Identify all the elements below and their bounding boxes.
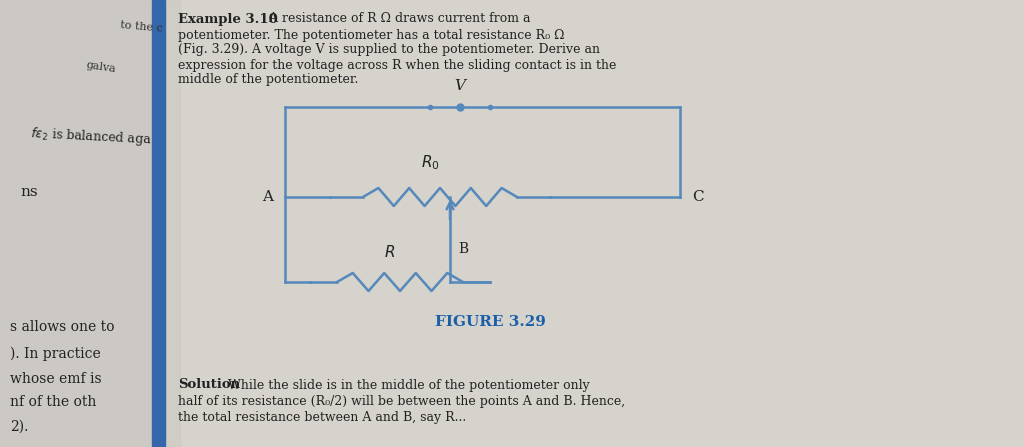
Text: Solution: Solution (178, 379, 240, 392)
Text: $f\varepsilon_2$ is balanced aga: $f\varepsilon_2$ is balanced aga (30, 125, 153, 149)
Text: 2).: 2). (10, 420, 29, 434)
Text: A: A (262, 190, 273, 204)
Text: whose emf is: whose emf is (10, 372, 101, 386)
Text: FIGURE 3.29: FIGURE 3.29 (434, 315, 546, 329)
Text: $R_0$: $R_0$ (421, 153, 439, 172)
Text: galva: galva (85, 60, 116, 74)
Text: the total resistance between A and B, say R...: the total resistance between A and B, sa… (178, 410, 466, 423)
Text: Example 3.10: Example 3.10 (178, 13, 278, 25)
Text: While the slide is in the middle of the potentiometer only: While the slide is in the middle of the … (220, 379, 590, 392)
Text: ns: ns (20, 185, 38, 199)
Bar (165, 0, 180, 447)
Text: $R$: $R$ (384, 244, 395, 260)
Bar (152, 0, 165, 447)
Text: to the c: to the c (120, 20, 164, 34)
Text: A resistance of R Ω draws current from a: A resistance of R Ω draws current from a (265, 13, 530, 25)
Text: half of its resistance (R₀/2) will be between the points A and B. Hence,: half of its resistance (R₀/2) will be be… (178, 395, 625, 408)
Text: B: B (458, 242, 468, 256)
Text: V: V (455, 79, 466, 93)
Text: ). In practice: ). In practice (10, 347, 100, 361)
Polygon shape (0, 0, 155, 447)
Text: expression for the voltage across R when the sliding contact is in the: expression for the voltage across R when… (178, 59, 616, 72)
Text: nf of the oth: nf of the oth (10, 395, 96, 409)
Text: s allows one to: s allows one to (10, 320, 115, 334)
Text: C: C (692, 190, 703, 204)
Text: middle of the potentiometer.: middle of the potentiometer. (178, 73, 358, 87)
Text: (Fig. 3.29). A voltage V is supplied to the potentiometer. Derive an: (Fig. 3.29). A voltage V is supplied to … (178, 43, 600, 56)
Bar (155, 0, 1024, 447)
Text: potentiometer. The potentiometer has a total resistance R₀ Ω: potentiometer. The potentiometer has a t… (178, 29, 564, 42)
